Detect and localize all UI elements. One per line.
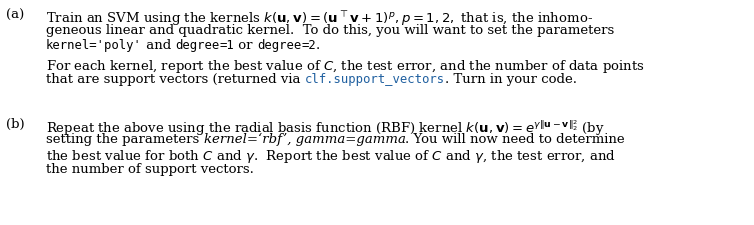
Text: Train an SVM using the kernels $k(\mathbf{u}, \mathbf{v}) = (\mathbf{u}^\top\mat: Train an SVM using the kernels $k(\mathb… [46, 9, 593, 28]
Text: geneous linear and quadratic kernel.  To do this, you will want to set the param: geneous linear and quadratic kernel. To … [46, 24, 615, 37]
Text: degree: degree [176, 39, 219, 52]
Text: . Turn in your code.: . Turn in your code. [445, 73, 577, 86]
Text: =1: =1 [219, 39, 234, 52]
Text: clf.support_vectors: clf.support_vectors [305, 73, 445, 86]
Text: .: . [316, 39, 320, 52]
Text: kernel='poly': kernel='poly' [46, 39, 142, 52]
Text: (b): (b) [6, 118, 25, 131]
Text: setting the parameters: setting the parameters [46, 133, 204, 146]
Text: kernel=‘rbf’, gamma=gamma: kernel=‘rbf’, gamma=gamma [204, 133, 406, 146]
Text: degree: degree [257, 39, 302, 52]
Text: For each kernel, report the best value of $C$, the test error, and the number of: For each kernel, report the best value o… [46, 58, 645, 75]
Text: Repeat the above using the radial basis function (RBF) kernel $k(\mathbf{u}, \ma: Repeat the above using the radial basis … [46, 118, 605, 138]
Text: the best value for both $C$ and $\gamma$.  Report the best value of $C$ and $\ga: the best value for both $C$ and $\gamma$… [46, 148, 616, 165]
Text: and: and [142, 39, 176, 52]
Text: the number of support vectors.: the number of support vectors. [46, 163, 254, 176]
Text: that are support vectors (returned via: that are support vectors (returned via [46, 73, 305, 86]
Text: or: or [234, 39, 257, 52]
Text: (a): (a) [6, 9, 24, 22]
Text: . You will now need to determine: . You will now need to determine [406, 133, 625, 146]
Text: =2: =2 [302, 39, 316, 52]
